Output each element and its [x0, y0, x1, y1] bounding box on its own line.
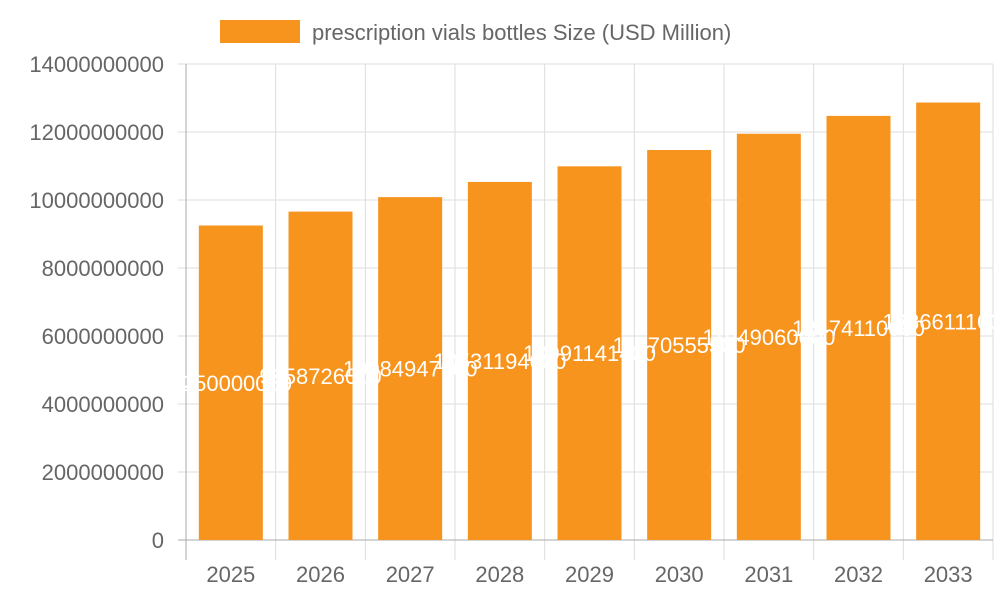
data-label: 12474110000	[792, 316, 925, 341]
legend-swatch	[220, 20, 300, 43]
bar-2032	[826, 115, 891, 541]
data-label: 9250000000	[170, 371, 292, 396]
data-label: 10991141400	[523, 341, 656, 366]
x-tick-label: 2030	[655, 562, 704, 587]
y-tick-label: 0	[152, 528, 164, 553]
bar-2027	[378, 197, 443, 541]
x-tick-label: 2031	[744, 562, 793, 587]
y-tick-label: 14000000000	[29, 52, 164, 77]
bar-2033	[916, 102, 981, 541]
bar-2031	[736, 133, 801, 540]
x-tick-label: 2026	[296, 562, 345, 587]
bar-2030	[647, 150, 712, 541]
legend-label: prescription vials bottles Size (USD Mil…	[312, 20, 731, 45]
data-label: 11949060000	[702, 325, 835, 350]
data-label: 12866111000	[883, 309, 1000, 334]
x-tick-label: 2033	[924, 562, 973, 587]
data-label: 10084947900	[343, 357, 478, 382]
x-tick-label: 2025	[206, 562, 255, 587]
bar-2029	[557, 166, 622, 540]
bar-2025	[198, 225, 263, 540]
y-tick-label: 12000000000	[29, 120, 164, 145]
y-tick-label: 6000000000	[42, 324, 164, 349]
x-tick-label: 2029	[565, 562, 614, 587]
y-tick-label: 2000000000	[42, 460, 164, 485]
x-tick-label: 2027	[386, 562, 435, 587]
y-tick-label: 10000000000	[29, 188, 164, 213]
data-label: 10531194000	[433, 349, 566, 374]
x-tick-label: 2028	[475, 562, 524, 587]
data-label: 11470555500	[613, 333, 746, 358]
bar-2028	[467, 181, 532, 541]
y-tick-label: 4000000000	[42, 392, 164, 417]
x-tick-label: 2032	[834, 562, 883, 587]
data-label: 9658726000	[259, 364, 381, 389]
bar-2026	[288, 211, 353, 540]
y-tick-label: 8000000000	[42, 256, 164, 281]
